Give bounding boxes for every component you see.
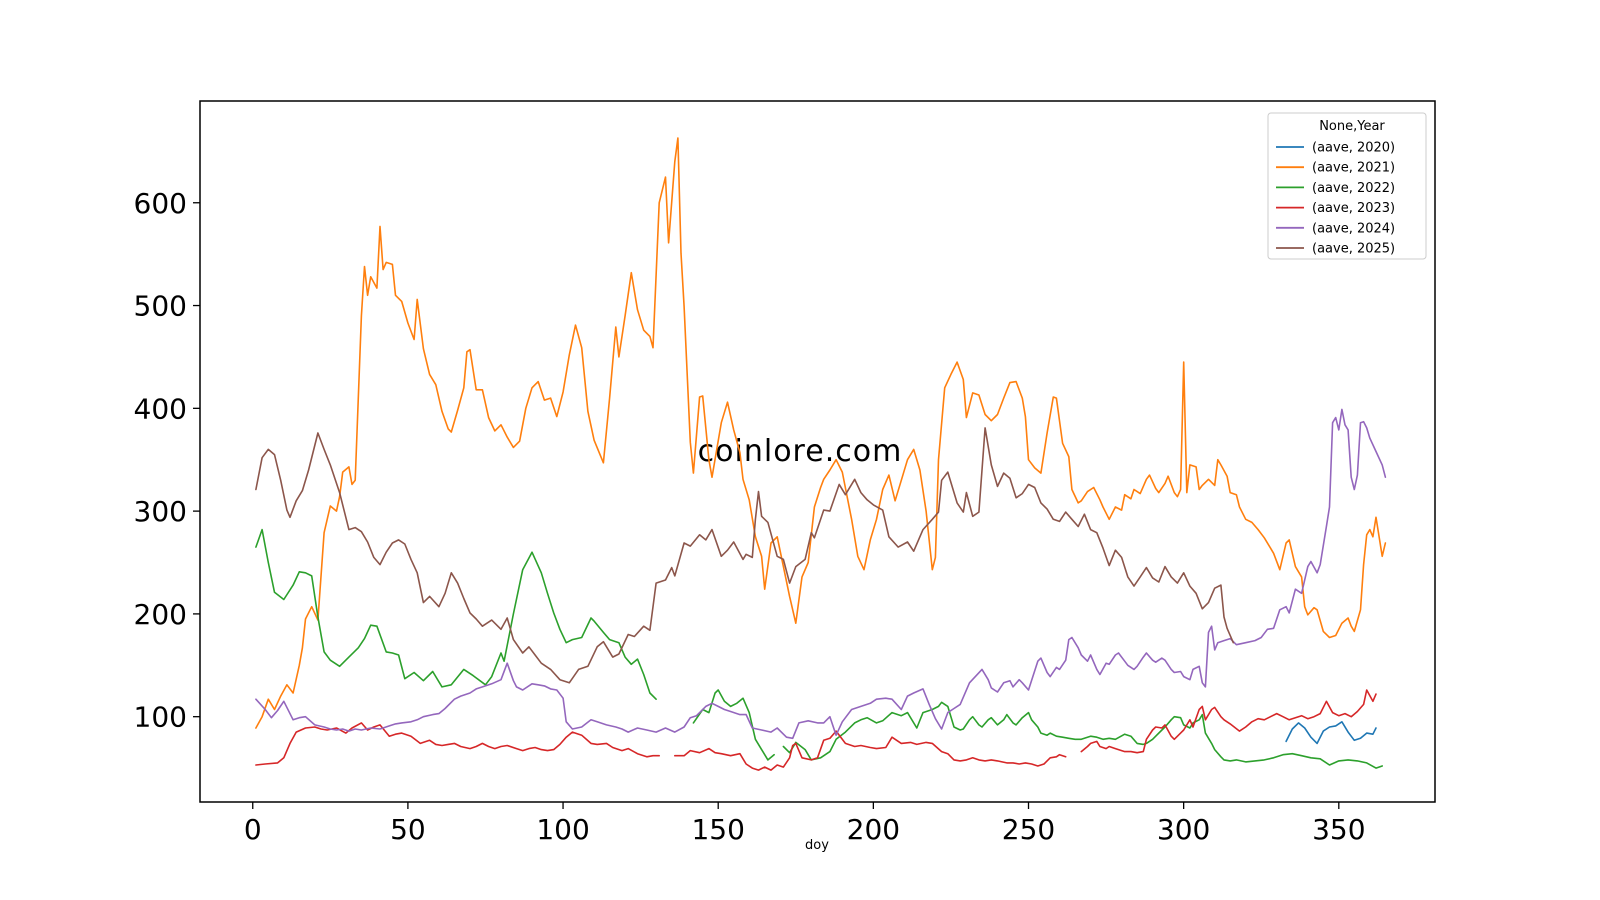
series-layer <box>255 137 1387 771</box>
legend-entry-2025: (aave, 2025) <box>1276 242 1395 257</box>
legend-entry-2024: (aave, 2024) <box>1276 221 1395 236</box>
legend-label-2025: (aave, 2025) <box>1312 242 1395 257</box>
y-tick-label: 500 <box>134 290 187 323</box>
x-tick-label: 250 <box>1002 813 1055 846</box>
legend-label-2024: (aave, 2024) <box>1312 221 1395 236</box>
legend-entry-2020: (aave, 2020) <box>1276 141 1395 156</box>
legend-label-2022: (aave, 2022) <box>1312 181 1395 196</box>
legend-entry-2021: (aave, 2021) <box>1276 161 1395 176</box>
watermark: coinlore.com <box>698 434 903 469</box>
legend-title: None,Year <box>1319 119 1385 134</box>
y-tick-label: 400 <box>134 392 187 425</box>
x-tick-label: 100 <box>536 813 589 846</box>
series-line-2024 <box>255 408 1387 740</box>
x-tick-label: 150 <box>691 813 744 846</box>
y-tick-label: 300 <box>134 495 187 528</box>
legend-label-2021: (aave, 2021) <box>1312 161 1395 176</box>
series-line-2022 <box>782 701 1383 769</box>
legend-entry-2022: (aave, 2022) <box>1276 181 1395 196</box>
x-tick-label: 50 <box>390 813 426 846</box>
series-line-2023 <box>1080 689 1377 754</box>
x-tick-label: 300 <box>1157 813 1210 846</box>
legend-box <box>1267 112 1427 260</box>
series-line-2020 <box>1285 721 1377 745</box>
series-line-2021 <box>255 137 1387 729</box>
series-line-2025 <box>255 427 1235 684</box>
y-tick-label: 200 <box>134 598 187 631</box>
x-tick-label: 200 <box>847 813 900 846</box>
x-tick-label: 350 <box>1312 813 1365 846</box>
legend-label-2023: (aave, 2023) <box>1312 201 1395 216</box>
y-tick-label: 600 <box>134 187 187 220</box>
series-line-2022 <box>255 528 657 700</box>
series-line-2023 <box>255 722 660 766</box>
x-tick-label: 0 <box>244 813 262 846</box>
legend-entries: (aave, 2020) (aave, 2021) (aave, 2022) (aav… <box>1276 141 1395 257</box>
series-line-2023 <box>674 730 1067 771</box>
x-axis-label: doy <box>805 838 829 853</box>
y-tick-label: 100 <box>134 701 187 734</box>
legend-entry-2023: (aave, 2023) <box>1276 201 1395 216</box>
plot-border <box>199 100 1436 803</box>
axis-ticks: 100 200 300 400 500 600 0 50 100 150 200 250 300 350 <box>134 187 1366 846</box>
legend-label-2020: (aave, 2020) <box>1312 141 1395 156</box>
series-line-2022 <box>692 689 775 761</box>
legend: None,Year (aave, 2020)(aave, 2021)(aave,… <box>1267 112 1427 260</box>
